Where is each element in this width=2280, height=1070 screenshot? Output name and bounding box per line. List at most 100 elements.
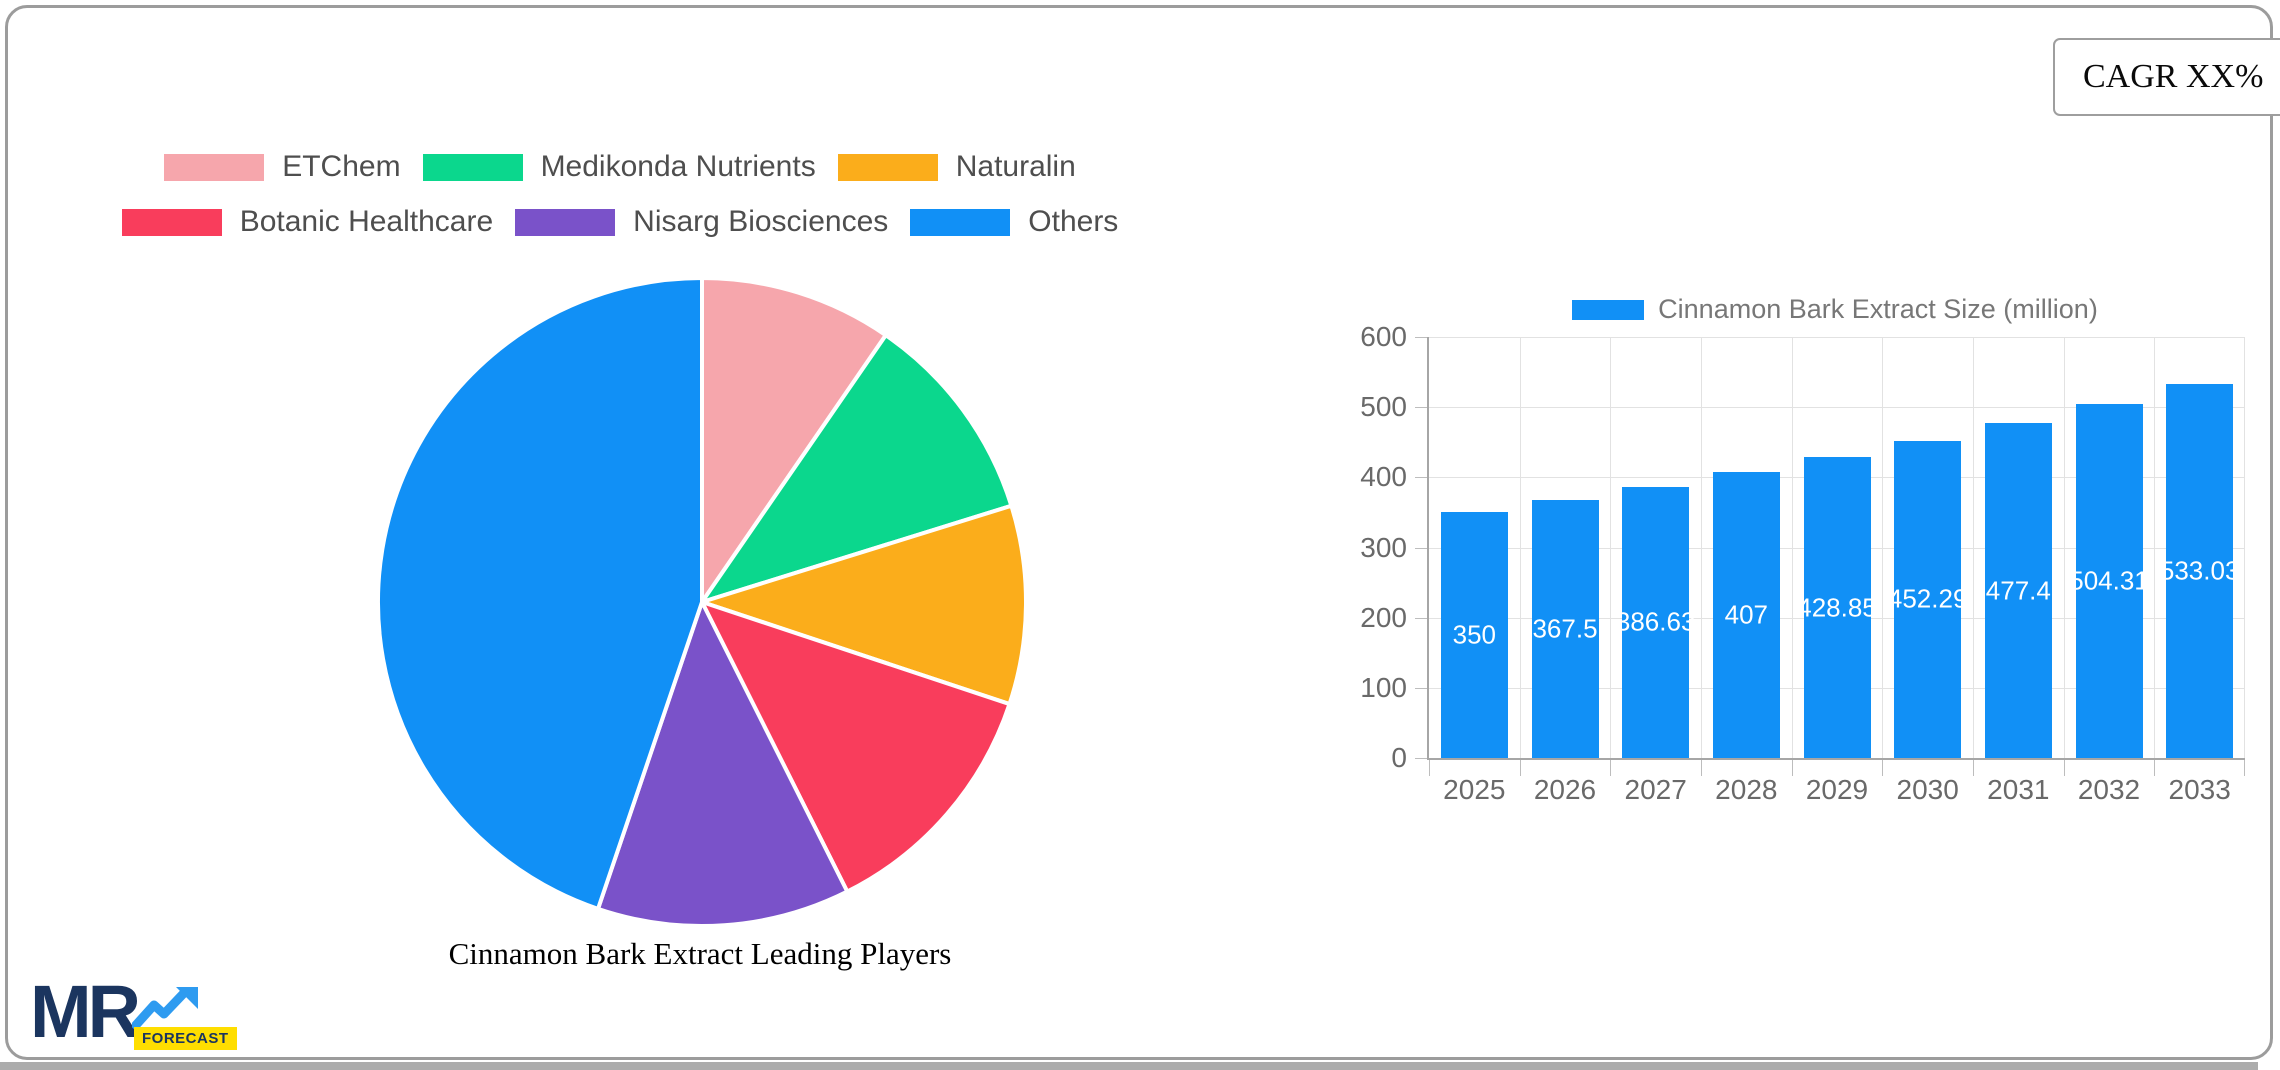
legend-label: Nisarg Biosciences bbox=[633, 205, 889, 238]
pie-legend-row: Botanic Healthcare Nisarg Biosciences Othe… bbox=[121, 205, 1118, 239]
pie-slice-others bbox=[375, 276, 704, 911]
y-tick-label: 300 bbox=[1360, 531, 1407, 563]
x-tick bbox=[2154, 760, 2156, 776]
gridline-v bbox=[2244, 337, 2245, 758]
legend-label: Others bbox=[1028, 205, 1119, 238]
bar-value-label: 504.31 bbox=[2069, 565, 2149, 596]
x-tick-label: 2029 bbox=[1805, 774, 1869, 805]
x-tick-label: 2026 bbox=[1533, 774, 1597, 805]
bar-2026: 367.5 bbox=[1531, 500, 1599, 758]
x-tick-label: 2030 bbox=[1896, 774, 1959, 805]
bar-2029: 428.85 bbox=[1797, 457, 1877, 758]
bar-legend-label: Cinnamon Bark Extract Size (million) bbox=[1658, 294, 2098, 324]
gridline-v bbox=[1701, 337, 1702, 758]
gridline-v bbox=[1882, 337, 1884, 758]
legend-label: Naturalin bbox=[955, 150, 1076, 183]
logo-mr-text: MR bbox=[30, 970, 141, 1053]
pie-legend-item-naturalin[interactable]: Naturalin bbox=[837, 150, 1076, 184]
pie-slice-medikonda-nutrients bbox=[700, 333, 1014, 604]
bar-value-label: 477.4 bbox=[1985, 575, 2051, 606]
x-tick bbox=[1973, 760, 1974, 776]
legend-swatch bbox=[121, 208, 222, 236]
gridline-v bbox=[2063, 337, 2065, 758]
x-tick-label: 2033 bbox=[2168, 774, 2231, 805]
bar-2030: 452.29 bbox=[1888, 440, 1967, 758]
y-tick bbox=[1415, 407, 1427, 409]
legend-swatch bbox=[164, 153, 265, 181]
gridline-h bbox=[1429, 337, 2245, 338]
x-tick-label: 2031 bbox=[1987, 774, 2050, 805]
pie-legend-item-botanic-healthcare[interactable]: Botanic Healthcare bbox=[121, 205, 494, 239]
x-tick bbox=[2063, 760, 2065, 776]
logo: MR FORECAST bbox=[30, 975, 240, 1053]
x-tick bbox=[1791, 760, 1793, 776]
y-tick bbox=[1415, 687, 1427, 689]
x-tick-label: 2025 bbox=[1443, 774, 1506, 805]
bar-value-label: 386.63 bbox=[1615, 606, 1696, 637]
logo-arrow-icon bbox=[132, 987, 198, 1030]
y-tick-label: 400 bbox=[1360, 461, 1407, 493]
pie-slice-botanic-healthcare bbox=[700, 600, 1012, 894]
y-tick-label: 600 bbox=[1360, 321, 1407, 352]
pie-slice-naturalin bbox=[700, 503, 1028, 707]
bar-value-label: 350 bbox=[1452, 619, 1497, 650]
x-tick bbox=[1882, 760, 1884, 776]
x-tick bbox=[1610, 760, 1612, 776]
y-tick bbox=[1415, 758, 1427, 759]
legend-swatch bbox=[910, 208, 1011, 236]
legend-label: ETChem bbox=[282, 150, 401, 183]
pie-legend-item-medikonda-nutrients[interactable]: Medikonda Nutrients bbox=[422, 150, 816, 184]
y-tick-label: 100 bbox=[1360, 671, 1407, 703]
bar-plot: 600 500 400 300 200 100 0 2025 350 2026 367.5 2027 3… bbox=[1360, 321, 2245, 805]
bar-value-label: 452.29 bbox=[1887, 583, 1968, 614]
pie-slice-etchem bbox=[700, 276, 888, 604]
pie-legend-row: ETChem Medikonda Nutrients Naturalin bbox=[164, 150, 1076, 184]
y-tick bbox=[1415, 337, 1427, 338]
x-tick-label: 2028 bbox=[1715, 774, 1778, 805]
pie-slice-nisarg-biosciences bbox=[596, 600, 850, 928]
bar-value-label: 533.03 bbox=[2159, 555, 2240, 586]
y-tick-label: 500 bbox=[1360, 391, 1407, 423]
legend-swatch bbox=[422, 153, 523, 181]
pie-chart bbox=[375, 276, 1028, 928]
bar-2027: 386.63 bbox=[1616, 486, 1695, 758]
gridline-h bbox=[1429, 407, 2245, 409]
x-tick-label: 2027 bbox=[1624, 774, 1687, 805]
bar-2025: 350 bbox=[1440, 512, 1508, 758]
y-tick-label: 0 bbox=[1391, 742, 1407, 773]
pie-legend-item-nisarg-biosciences[interactable]: Nisarg Biosciences bbox=[515, 205, 888, 239]
logo-forecast-badge: FORECAST bbox=[134, 1027, 237, 1050]
bar-2032: 504.31 bbox=[2069, 404, 2149, 758]
y-tick bbox=[1415, 547, 1427, 549]
gridline-v bbox=[1610, 337, 1612, 758]
y-tick-label: 200 bbox=[1360, 601, 1407, 633]
legend-label: Botanic Healthcare bbox=[239, 205, 494, 238]
legend-swatch bbox=[515, 208, 616, 236]
bar-2028: 407 bbox=[1712, 472, 1780, 758]
bottom-strip bbox=[0, 1062, 2258, 1070]
legend-swatch bbox=[837, 153, 938, 181]
cagr-box: CAGR XX% bbox=[2053, 38, 2280, 116]
x-tick bbox=[1701, 760, 1702, 776]
bar-legend[interactable]: Cinnamon Bark Extract Size (million) bbox=[1427, 294, 2243, 325]
legend-label: Medikonda Nutrients bbox=[540, 150, 816, 183]
gridline-v bbox=[1791, 337, 1793, 758]
y-tick bbox=[1415, 617, 1427, 619]
x-tick bbox=[1519, 760, 1521, 776]
bar-value-label: 367.5 bbox=[1532, 613, 1598, 644]
y-tick bbox=[1415, 477, 1427, 479]
x-tick-label: 2032 bbox=[2077, 774, 2141, 805]
pie-legend: ETChem Medikonda Nutrients Naturalin Botan… bbox=[90, 150, 1150, 239]
bar-2031: 477.4 bbox=[1984, 423, 2052, 758]
bar-2033: 533.03 bbox=[2160, 384, 2239, 758]
bar-legend-swatch bbox=[1572, 299, 1645, 320]
pie-legend-item-etchem[interactable]: ETChem bbox=[164, 150, 401, 184]
x-tick bbox=[1429, 760, 1430, 776]
gridline-v bbox=[2154, 337, 2156, 758]
bar-value-label: 407 bbox=[1724, 599, 1769, 630]
pie-title: Cinnamon Bark Extract Leading Players bbox=[448, 936, 952, 971]
pie-legend-item-others[interactable]: Others bbox=[910, 205, 1118, 239]
gridline-v bbox=[1519, 337, 1521, 758]
x-tick bbox=[2244, 760, 2245, 776]
